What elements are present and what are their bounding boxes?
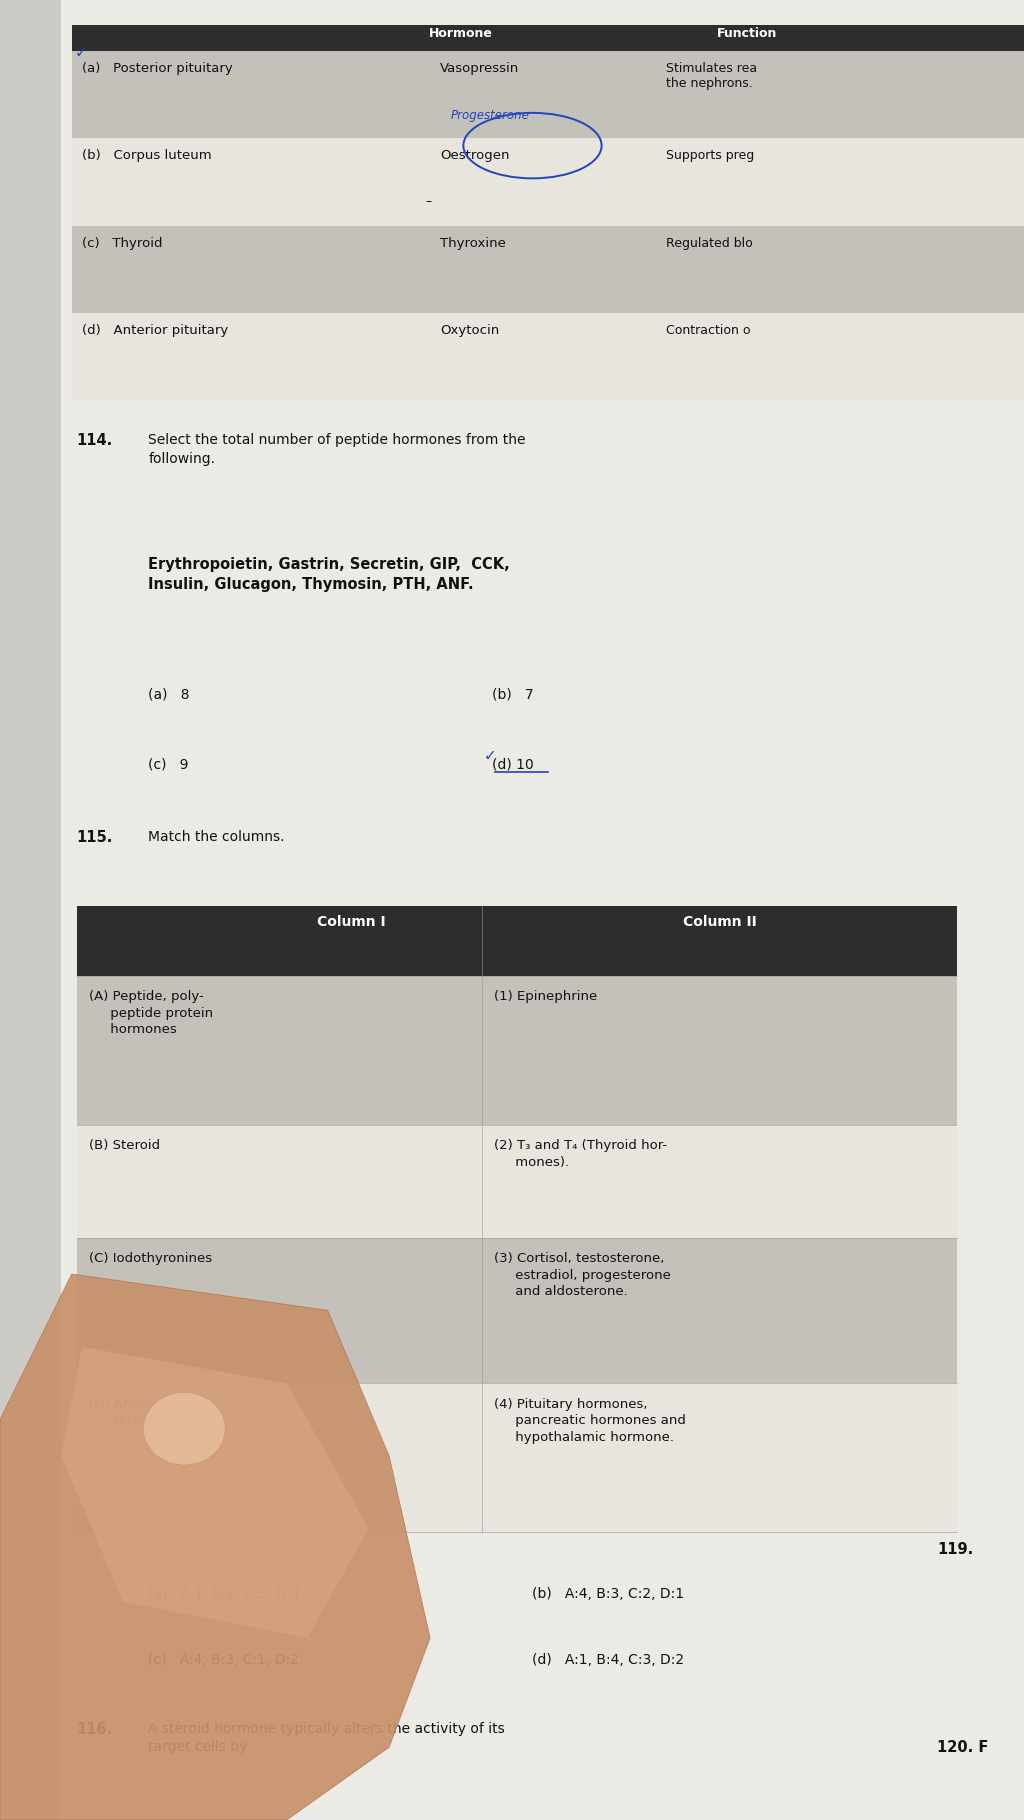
Text: (C) Iodothyronines: (C) Iodothyronines (89, 1252, 212, 1265)
Text: Oestrogen: Oestrogen (440, 149, 510, 162)
Bar (77, 976, 957, 1125)
Text: (4) Pituitary hormones,
     pancreatic hormones and
     hypothalamic hormone.: (4) Pituitary hormones, pancreatic hormo… (495, 1398, 686, 1443)
Text: Column II: Column II (683, 915, 757, 930)
Text: (2) T₃ and T₄ (Thyroid hor-
     mones).: (2) T₃ and T₄ (Thyroid hor- mones). (495, 1139, 668, 1168)
Text: A steroid hormone typically alters the activity of its
target cells by: A steroid hormone typically alters the a… (148, 1722, 505, 1754)
Text: (a)   8: (a) 8 (148, 688, 190, 703)
Text: (A) Peptide, poly-
     peptide protein
     hormones: (A) Peptide, poly- peptide protein hormo… (89, 990, 213, 1036)
Text: (b)   7: (b) 7 (492, 688, 534, 703)
Text: 119.: 119. (937, 1542, 973, 1556)
Text: –: – (425, 195, 431, 207)
Bar (77, 906, 957, 976)
Text: (B) Steroid: (B) Steroid (89, 1139, 160, 1152)
Text: (1) Epinephrine: (1) Epinephrine (495, 990, 597, 1003)
Text: Function: Function (718, 27, 777, 40)
Text: (d) 10: (d) 10 (492, 757, 534, 772)
Polygon shape (0, 0, 61, 1820)
Bar (72, 226, 1024, 313)
Text: ✓: ✓ (75, 46, 87, 60)
Text: (d)   Anterior pituitary: (d) Anterior pituitary (82, 324, 228, 337)
Text: (b)   Corpus luteum: (b) Corpus luteum (82, 149, 212, 162)
Text: Oxytocin: Oxytocin (440, 324, 500, 337)
Text: (b)   A:4, B:3, C:2, D:1: (b) A:4, B:3, C:2, D:1 (532, 1587, 685, 1602)
Text: Thyroxine: Thyroxine (440, 237, 506, 249)
Polygon shape (0, 1274, 430, 1820)
Bar (77, 1238, 957, 1383)
Text: Select the total number of peptide hormones from the
following.: Select the total number of peptide hormo… (148, 433, 526, 466)
Text: (c)   A:4, B:3, C:1, D:2: (c) A:4, B:3, C:1, D:2 (148, 1653, 299, 1667)
Text: ✓: ✓ (483, 748, 496, 763)
Bar (77, 1125, 957, 1238)
Text: Supports preg: Supports preg (666, 149, 754, 162)
Text: (c)   9: (c) 9 (148, 757, 189, 772)
Text: Progesterone: Progesterone (451, 109, 529, 122)
Bar (72, 313, 1024, 400)
Text: 114.: 114. (77, 433, 113, 448)
Text: Regulated blo: Regulated blo (666, 237, 753, 249)
Polygon shape (61, 1347, 369, 1638)
Text: 115.: 115. (77, 830, 114, 844)
Text: 116.: 116. (77, 1722, 113, 1736)
Text: Contraction o: Contraction o (666, 324, 751, 337)
Text: Match the columns.: Match the columns. (148, 830, 285, 844)
Text: (c)   Thyroid: (c) Thyroid (82, 237, 163, 249)
Text: (3) Cortisol, testosterone,
     estradiol, progesterone
     and aldosterone.: (3) Cortisol, testosterone, estradiol, p… (495, 1252, 671, 1298)
Bar (72, 25, 1024, 51)
Text: (D) Amino acid
     derivatives: (D) Amino acid derivatives (89, 1398, 188, 1427)
Text: Column I: Column I (316, 915, 385, 930)
Text: Hormone: Hormone (429, 27, 493, 40)
Ellipse shape (143, 1392, 225, 1465)
Bar (72, 51, 1024, 138)
Text: (d)   A:1, B:4, C:3, D:2: (d) A:1, B:4, C:3, D:2 (532, 1653, 685, 1667)
Text: (a)   A:1, B:2, C:3, D:4: (a) A:1, B:2, C:3, D:4 (148, 1587, 300, 1602)
Bar (72, 138, 1024, 226)
Text: (a)   Posterior pituitary: (a) Posterior pituitary (82, 62, 232, 75)
Text: Vasopressin: Vasopressin (440, 62, 519, 75)
Text: 120. F: 120. F (937, 1740, 988, 1754)
Bar (77, 1383, 957, 1532)
Text: Stimulates rea
the nephrons.: Stimulates rea the nephrons. (666, 62, 757, 91)
Text: Erythropoietin, Gastrin, Secretin, GIP,  CCK,
Insulin, Glucagon, Thymosin, PTH, : Erythropoietin, Gastrin, Secretin, GIP, … (148, 557, 510, 592)
